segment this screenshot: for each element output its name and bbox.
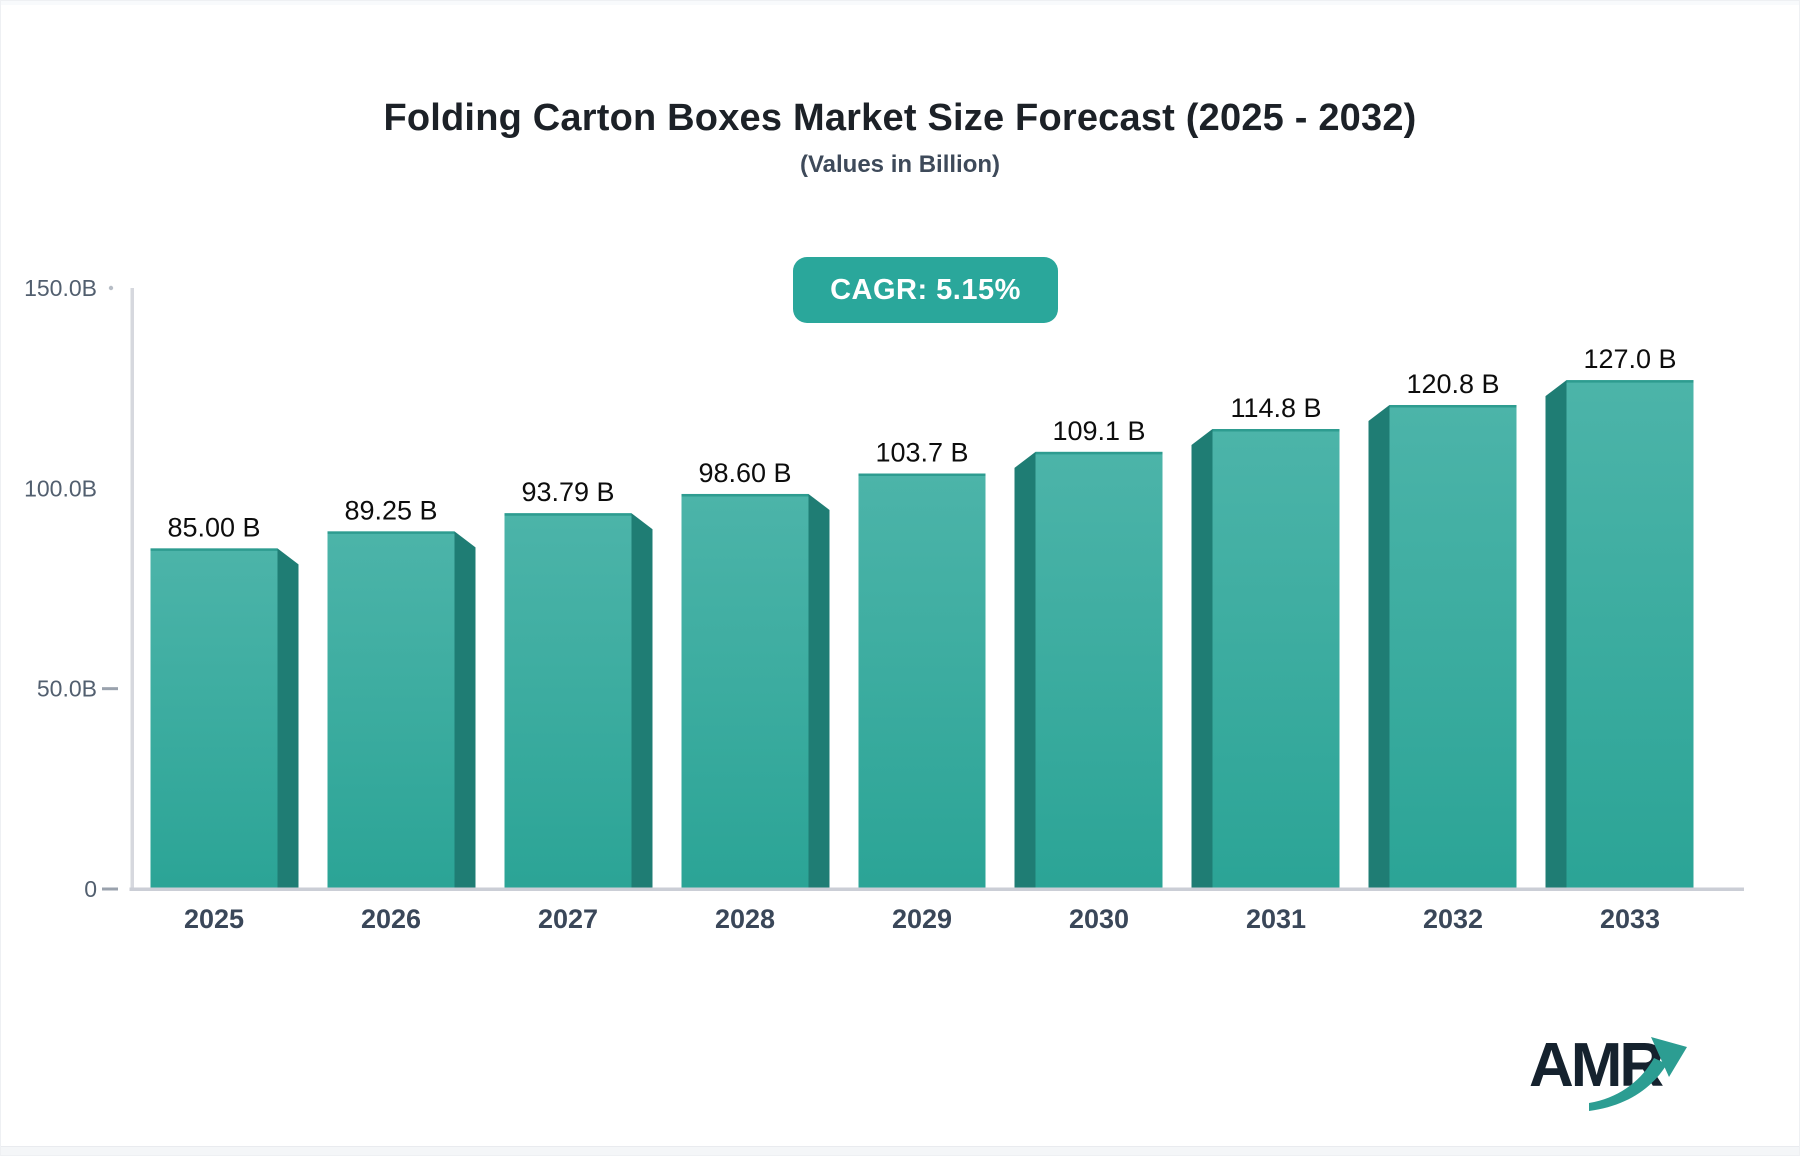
bar-front-face — [1035, 451, 1163, 889]
bar-front-face — [858, 473, 986, 889]
bar-side-face — [454, 531, 476, 889]
bar-2032 — [1368, 404, 1517, 889]
bar-front-face — [1566, 380, 1694, 889]
bar-value-label: 103.7 B — [875, 438, 968, 468]
bar-2025 — [150, 548, 299, 889]
top-border — [1, 1, 1799, 5]
x-axis-line — [129, 887, 1744, 891]
bar-front-face — [1212, 429, 1340, 889]
chart-subtitle: (Values in Billion) — [799, 151, 1001, 178]
bar-2027 — [504, 513, 653, 889]
cagr-badge-label: CAGR: 5.15% — [830, 273, 1021, 306]
bar-value-label: 127.0 B — [1583, 344, 1676, 374]
x-axis-category-label: 2028 — [715, 904, 775, 934]
bar-side-face — [277, 548, 299, 889]
bottom-border — [1, 1146, 1799, 1155]
x-axis-category-label: 2031 — [1246, 904, 1306, 934]
x-axis-category-label: 2032 — [1423, 904, 1483, 934]
bar-side-face — [1014, 451, 1036, 889]
bar-value-label: 114.8 B — [1230, 393, 1321, 423]
bar-front-face — [504, 513, 632, 889]
bar-value-label: 109.1 B — [1052, 416, 1145, 446]
y-axis-tick-mark — [102, 687, 118, 691]
bar-2033 — [1545, 380, 1694, 889]
y-axis-line — [130, 288, 134, 889]
bar-front-face — [1389, 404, 1517, 889]
x-axis-category-label: 2029 — [892, 904, 952, 934]
amr-logo: AMR — [1529, 1027, 1724, 1139]
y-axis-tick-label: 100.0B — [24, 475, 97, 501]
growth-arrow-head — [1651, 1037, 1687, 1077]
bar-2031 — [1191, 429, 1340, 889]
x-axis-category-label: 2030 — [1069, 904, 1129, 934]
bar-2028 — [681, 493, 830, 889]
bar-front-face — [327, 531, 455, 889]
y-axis-tick-mark — [102, 887, 118, 891]
x-axis-category-label: 2026 — [361, 904, 421, 934]
y-axis-tick-label: 50.0B — [37, 676, 97, 702]
bar-2030 — [1014, 451, 1163, 889]
y-axis-tick-label: 0 — [84, 876, 97, 902]
x-axis-category-label: 2033 — [1600, 904, 1660, 934]
bar-side-face — [808, 493, 830, 889]
bar-side-face — [1368, 404, 1390, 889]
chart-title: Folding Carton Boxes Market Size Forecas… — [383, 97, 1417, 139]
bar-2026 — [327, 531, 476, 889]
bar-front-face — [681, 493, 809, 889]
bar-side-face — [1545, 380, 1567, 889]
bar-value-label: 93.79 B — [521, 477, 614, 507]
bar-value-label: 85.00 B — [167, 512, 260, 542]
growth-arrow-icon — [1589, 1037, 1687, 1111]
bar-value-label: 120.8 B — [1406, 369, 1499, 399]
bar-2029 — [858, 473, 986, 889]
bar-side-face — [1191, 429, 1213, 889]
y-axis-tick-label: 150.0B — [24, 275, 97, 301]
x-axis-category-label: 2027 — [538, 904, 598, 934]
x-axis-category-label: 2025 — [184, 904, 244, 934]
y-axis-tick-dot — [108, 285, 114, 291]
bar-side-face — [631, 513, 653, 889]
bar-value-label: 98.60 B — [698, 458, 791, 488]
cagr-badge: CAGR: 5.15% — [793, 257, 1058, 323]
bar-front-face — [150, 548, 278, 889]
growth-arrow-swoosh — [1589, 1058, 1667, 1111]
bar-value-label: 89.25 B — [344, 495, 437, 525]
